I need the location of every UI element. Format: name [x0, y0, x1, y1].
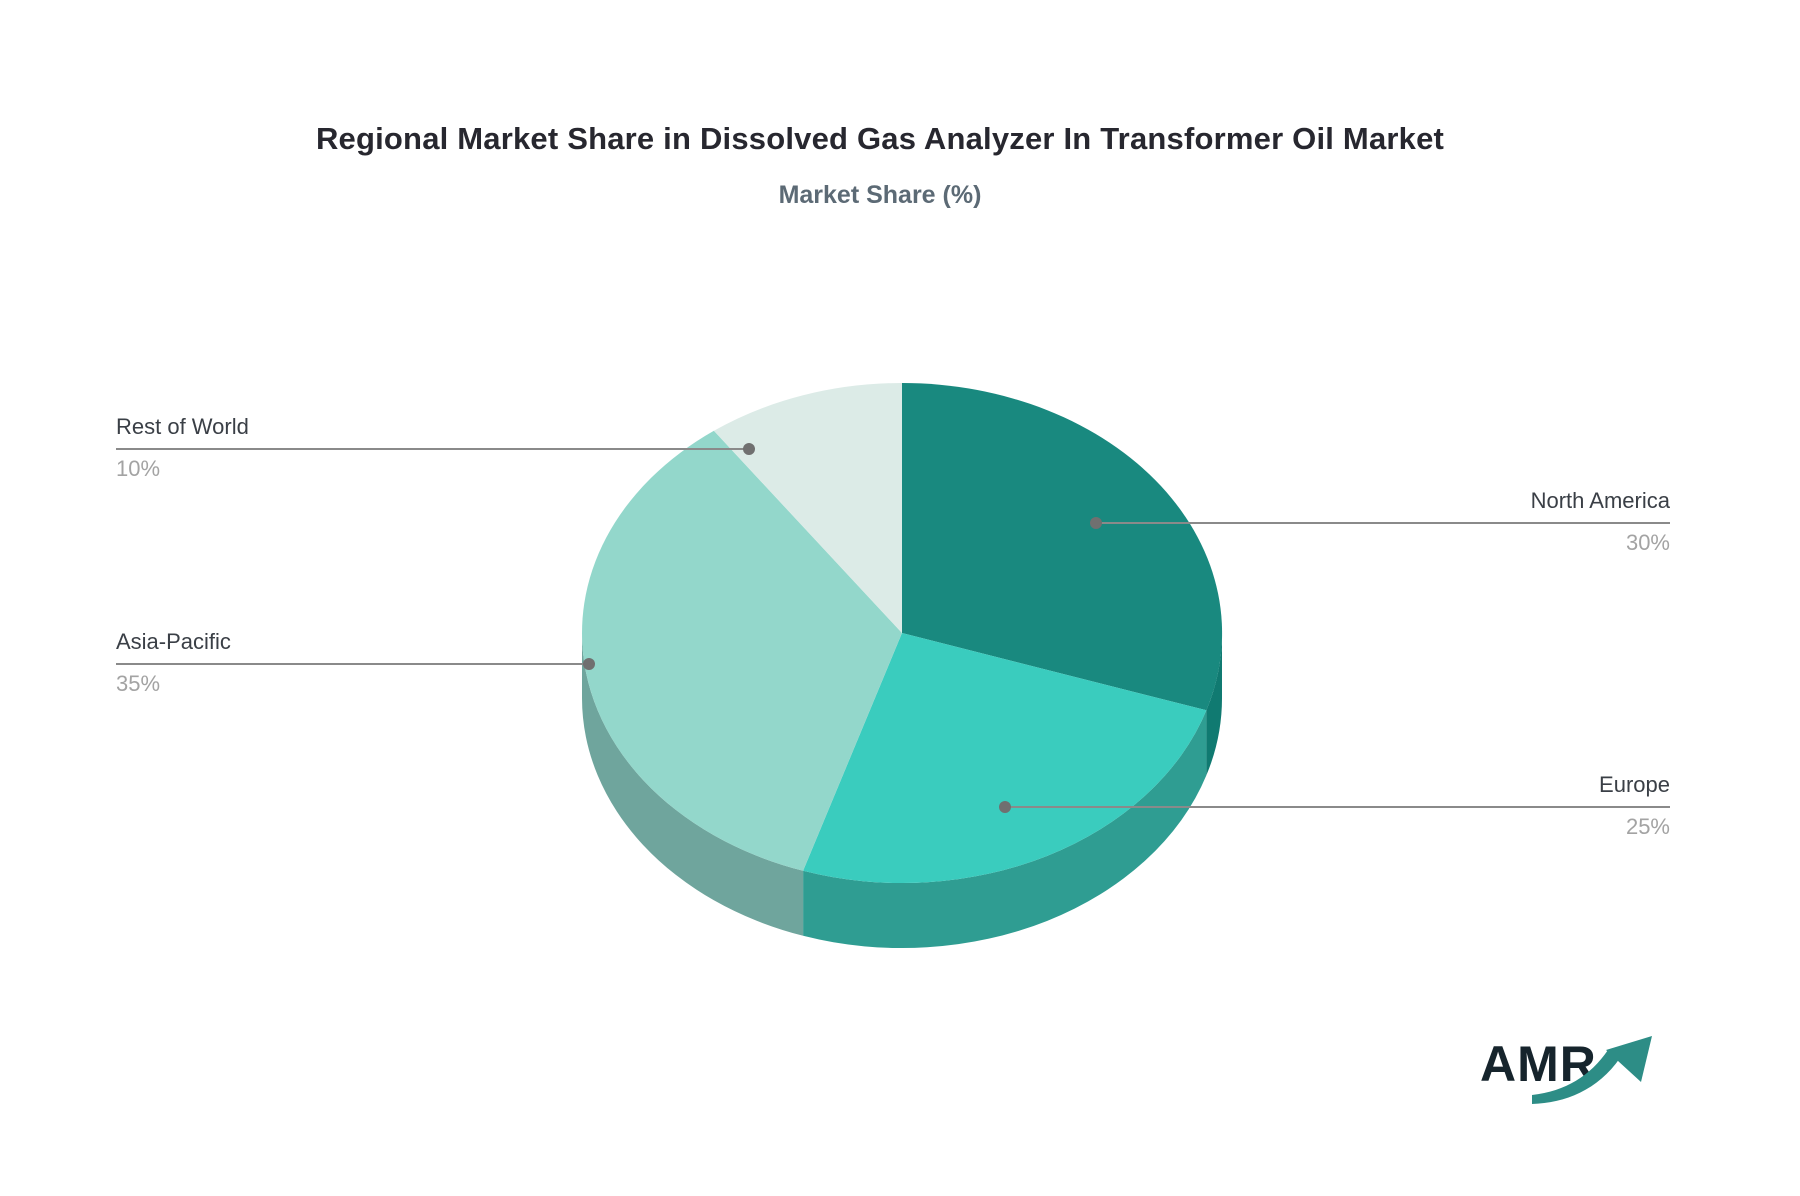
- chart-subtitle: Market Share (%): [778, 181, 982, 209]
- pie-slice-europe[interactable]: [803, 633, 1207, 884]
- pie-rim-asia-pacific: [582, 633, 804, 936]
- pie-rim-europe: [803, 710, 1207, 949]
- growth-arrow-icon: [1532, 1036, 1652, 1104]
- pie-slice-rest-of-world[interactable]: [713, 383, 902, 633]
- pie-rim-north-america: [1206, 633, 1223, 776]
- callout-label-europe: Europe: [1599, 772, 1670, 797]
- leader-lines: [116, 448, 1670, 808]
- callout-value-europe: 25%: [1625, 814, 1670, 839]
- callout-value-asia-pacific: 35%: [116, 671, 161, 696]
- leader-dot-europe: [999, 801, 1011, 813]
- leader-dot-rest-of-world: [743, 443, 755, 455]
- leader-dots: [583, 443, 1102, 813]
- amr-logo: AMR: [1480, 1030, 1710, 1120]
- leader-dot-asia-pacific: [583, 658, 595, 670]
- chart-title: Regional Market Share in Dissolved Gas A…: [315, 121, 1445, 156]
- callout-value-north-america: 30%: [1625, 530, 1670, 555]
- callout-value-rest-of-world: 10%: [116, 456, 161, 481]
- leader-dot-north-america: [1090, 517, 1102, 529]
- pie-slice-north-america[interactable]: [902, 383, 1223, 711]
- callout-label-asia-pacific: Asia-Pacific: [116, 629, 231, 654]
- callout-label-rest-of-world: Rest of World: [116, 414, 249, 439]
- pie-slice-asia-pacific[interactable]: [582, 430, 902, 871]
- callout-label-north-america: North America: [1530, 488, 1670, 513]
